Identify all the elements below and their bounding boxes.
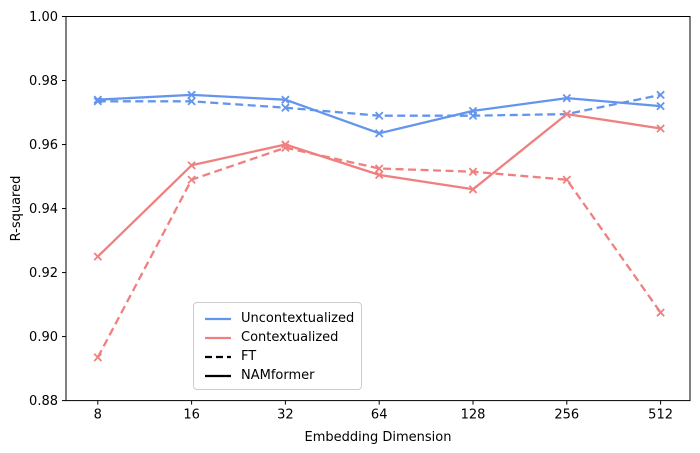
legend-line-sample-uncontextualized [205,317,231,320]
legend-item-namformer: NAMformer [203,366,352,385]
legend-line-sample-ft [205,355,231,358]
y-tick-label: 0.98 [29,74,58,89]
series-line-uncontextualized-namformer [97,93,661,135]
marker-x-contextualized-ft [374,164,384,173]
y-tick-label: 0.96 [29,138,58,153]
marker-x-uncontextualized-namformer [281,95,290,104]
legend-item-label: NAMformer [241,368,315,383]
marker-x-contextualized-ft [281,143,290,152]
legend: Uncontextualized Contextualized FT NAMfo… [193,302,362,390]
marker-x-uncontextualized-ft [281,103,290,112]
legend-item-label: FT [241,349,257,364]
marker-x-uncontextualized-ft [374,111,384,120]
x-tick-label: 8 [94,408,102,423]
marker-x-uncontextualized-namformer [93,95,103,104]
legend-item-label: Uncontextualized [241,311,355,326]
marker-x-uncontextualized-namformer [562,93,572,103]
x-tick-label: 128 [461,408,486,423]
legend-item-uncontextualized: Uncontextualized [203,309,355,328]
series-line-contextualized-ft [96,146,662,358]
marker-x-uncontextualized-ft [656,90,665,100]
x-tick-label: 32 [277,408,294,423]
marker-x-contextualized-namformer [281,140,290,149]
legend-item-label: Contextualized [241,330,339,345]
marker-x-uncontextualized-namformer [656,101,665,111]
marker-x-contextualized-ft [187,175,196,184]
marker-x-contextualized-namformer [468,185,478,194]
legend-line-sample-namformer [205,374,231,377]
y-tick-label: 0.88 [29,394,58,409]
x-tick-label: 64 [371,408,388,423]
x-tick-label: 16 [183,408,200,423]
marker-x-uncontextualized-namformer [187,90,196,100]
marker-x-contextualized-ft [93,353,103,362]
marker-x-uncontextualized-ft [93,97,103,106]
x-tick-label: 256 [554,408,579,423]
y-axis-label: R-squared [9,176,24,242]
legend-item-contextualized: Contextualized [203,328,352,347]
x-tick-label: 512 [648,408,673,423]
x-axis-label: Embedding Dimension [305,430,452,445]
marker-x-contextualized-ft [562,175,572,184]
marker-x-contextualized-namformer [656,124,665,133]
marker-x-contextualized-namformer [187,161,196,170]
series-line-contextualized-namformer [96,112,661,258]
y-tick-label: 1.00 [29,10,58,25]
marker-x-contextualized-namformer [93,252,103,261]
marker-x-contextualized-ft [468,167,478,176]
marker-x-contextualized-ft [656,308,665,317]
marker-x-uncontextualized-ft [187,97,196,106]
axes-frame [65,16,691,402]
legend-line-sample-contextualized [205,336,231,339]
legend-item-ft: FT [203,347,352,366]
marker-x-uncontextualized-ft [468,111,478,120]
marker-x-contextualized-namformer [562,109,572,119]
marker-x-contextualized-namformer [374,170,384,180]
y-tick-label: 0.90 [29,330,58,345]
y-tick-label: 0.94 [29,202,58,217]
marker-x-uncontextualized-namformer [374,129,384,138]
y-tick-label: 0.92 [29,266,58,281]
